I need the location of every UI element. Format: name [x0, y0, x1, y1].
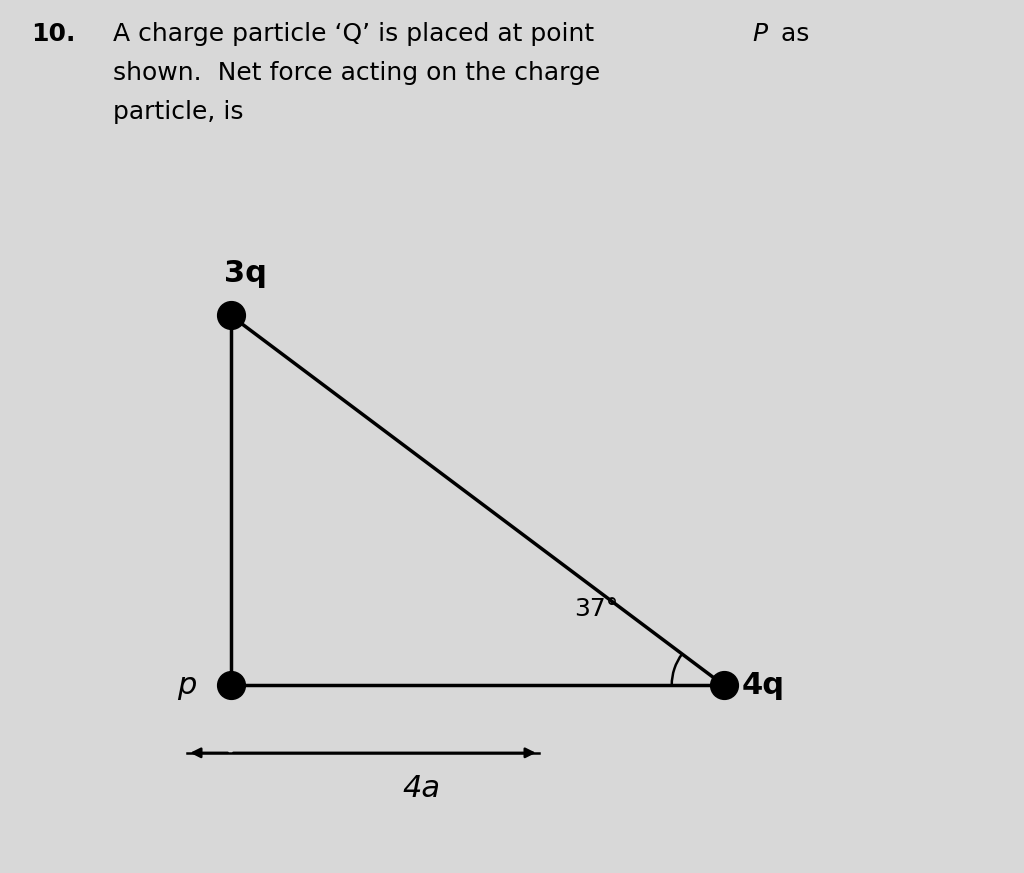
- Point: [716, 678, 732, 692]
- Text: 4q: 4q: [742, 670, 785, 699]
- Text: A charge particle ‘Q’ is placed at point: A charge particle ‘Q’ is placed at point: [113, 22, 602, 45]
- Text: particle, is: particle, is: [113, 100, 243, 124]
- Point: [222, 678, 239, 692]
- Text: 37°: 37°: [574, 597, 618, 621]
- Text: 3q: 3q: [224, 259, 267, 288]
- Text: 10.: 10.: [31, 22, 75, 45]
- Text: as: as: [773, 22, 810, 45]
- Text: 4a: 4a: [402, 773, 440, 803]
- Point: [222, 308, 239, 322]
- Text: shown.  Net force acting on the charge: shown. Net force acting on the charge: [113, 61, 600, 85]
- Text: p: p: [177, 670, 196, 699]
- Text: P: P: [753, 22, 768, 45]
